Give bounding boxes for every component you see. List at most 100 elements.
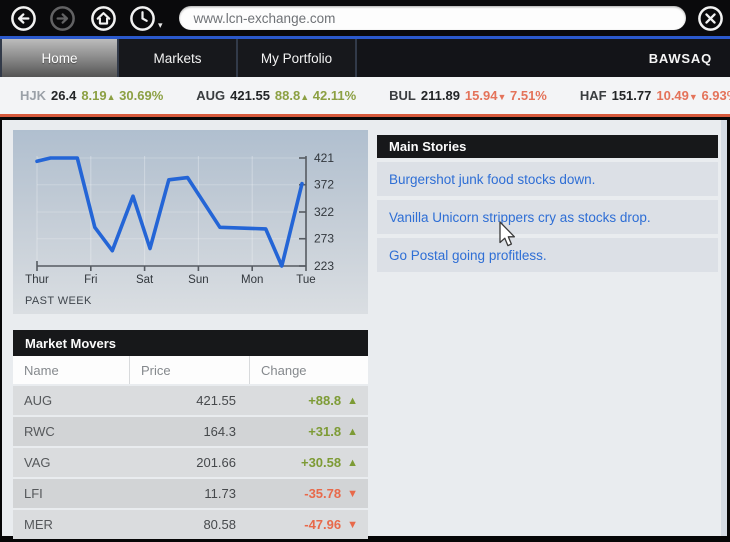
chart-caption: PAST WEEK [25,295,92,307]
past-week-chart-panel: Thur Fri Sat Sun Mon Tue 421 372 322 273 223 PAST … [13,130,368,314]
stock-change: -35.78 ▼ [304,486,358,501]
tab-my-portfolio[interactable]: My Portfolio [238,39,357,77]
stock-price: 164.3 [203,424,236,439]
tab-markets[interactable]: Markets [119,39,238,77]
market-movers-rows: AUG 421.55 +88.8 ▲ RWC 164.3 +31.8 ▲ VAG 201.66 +3… [13,386,368,539]
stock-change: -47.96 ▼ [304,517,358,532]
bawsaq-logo: BAWSAQ [648,50,712,66]
ticker-price: 421.55 [230,88,270,103]
story-link-2[interactable]: Vanilla Unicorn strippers cry as stocks … [389,209,651,225]
story-row: Vanilla Unicorn strippers cry as stocks … [377,200,718,234]
nav-spacer [357,39,649,77]
up-triangle-icon: ▲ [300,92,310,102]
ticker-price: 151.77 [611,88,652,103]
table-row-lfi[interactable]: LFI 11.73 -35.78 ▼ [13,479,368,508]
up-triangle-icon: ▲ [347,394,358,407]
column-header-change: Change [261,362,307,378]
back-button[interactable] [9,4,38,33]
down-triangle-icon: ▼ [347,487,358,500]
table-row-aug[interactable]: AUG 421.55 +88.8 ▲ [13,386,368,415]
stock-price: 11.73 [204,486,236,501]
back-icon [9,4,38,33]
down-triangle-icon: ▼ [688,92,698,102]
ticker-symbol: AUG [196,88,226,103]
x-tick-label: Fri [84,274,97,286]
down-triangle-icon: ▼ [347,518,358,531]
ticker-item-hjk[interactable]: HJK 26.4 8.19▲ 30.69% [20,88,163,103]
clock-icon [128,4,157,33]
column-header-price: Price [130,356,250,384]
story-row: Go Postal going profitless. [377,238,718,272]
stock-name: LFI [24,486,43,501]
ticker-item-bul[interactable]: BUL 211.89 15.94▼ 7.51% [389,88,547,103]
home-button[interactable] [89,4,118,33]
forward-icon [48,4,77,33]
stock-price: 201.66 [196,455,236,470]
nav-tabs: Home Markets My Portfolio [0,39,357,77]
table-row-vag[interactable]: VAG 201.66 +30.58 ▲ [13,448,368,477]
stock-ticker: HJK 26.4 8.19▲ 30.69% AUG 421.55 88.8▲ 42.11%… [0,77,730,117]
home-icon [89,4,118,33]
stock-name: VAG [24,455,51,470]
forward-button[interactable] [48,4,77,33]
mouse-cursor [499,221,516,252]
toolbar-accent-line [0,36,730,39]
main-stories-header: Main Stories [377,135,718,158]
stock-change: +31.8 ▲ [308,424,358,439]
ticker-change: 88.8▲ 42.11% [274,88,357,103]
x-tick-label: Thur [25,274,49,286]
ticker-change: 10.49▼ 6.93% [656,88,730,103]
ticker-change: 15.94▼ 7.51% [464,88,547,103]
scrollbar[interactable] [721,120,727,536]
y-tick-label: 223 [314,259,334,273]
x-tick-label: Tue [296,274,315,286]
ticker-price: 211.89 [420,88,460,103]
ticker-symbol: HAF [579,88,607,103]
down-triangle-icon: ▼ [497,92,507,102]
y-tick-label: 273 [314,232,334,246]
stock-change: +88.8 ▲ [308,393,358,408]
story-row: Burgershot junk food stocks down. [377,162,718,196]
x-tick-label: Mon [241,274,263,286]
x-tick-label: Sat [136,274,154,286]
stock-change: +30.58 ▲ [300,455,358,470]
ticker-symbol: HJK [20,88,47,103]
chart-series-line [35,156,304,268]
ticker-price: 26.4 [51,88,77,103]
up-triangle-icon: ▲ [106,92,116,102]
page-content: Thur Fri Sat Sun Mon Tue 421 372 322 273 223 PAST … [2,120,727,539]
history-dropdown-caret-icon[interactable]: ▾ [158,19,163,30]
ticker-item-aug[interactable]: AUG 421.55 88.8▲ 42.11% [196,88,356,103]
browser-toolbar: ▾ www.lcn-exchange.com [0,0,730,36]
stock-price: 421.55 [196,393,236,408]
column-header-name: Name [13,356,130,384]
ticker-symbol: BUL [389,88,416,103]
ticker-item-haf[interactable]: HAF 151.77 10.49▼ 6.93% [580,88,730,103]
up-triangle-icon: ▲ [347,456,358,469]
url-bar[interactable]: www.lcn-exchange.com [178,6,686,30]
story-link-1[interactable]: Burgershot junk food stocks down. [389,171,596,187]
past-week-line-chart: Thur Fri Sat Sun Mon Tue 421 372 322 273 223 [25,151,334,286]
y-tick-label: 421 [314,151,334,165]
table-row-mer[interactable]: MER 80.58 -47.96 ▼ [13,510,368,539]
table-row-rwc[interactable]: RWC 164.3 +31.8 ▲ [13,417,368,446]
stock-name: RWC [24,424,55,439]
past-week-chart: Thur Fri Sat Sun Mon Tue 421 372 322 273 223 [13,130,368,319]
stock-name: AUG [24,393,53,408]
stock-name: MER [24,517,53,532]
market-movers-column-header: Name Price Change [13,356,368,384]
close-button[interactable] [696,4,725,33]
story-link-3[interactable]: Go Postal going profitless. [389,247,547,263]
url-text: www.lcn-exchange.com [193,10,336,26]
ticker-change: 8.19▲ 30.69% [81,88,164,103]
history-button[interactable] [128,4,157,33]
market-movers-section: Market Movers Name Price Change AUG 421.55 +… [13,330,368,539]
site-navbar: Home Markets My Portfolio BAWSAQ [0,39,730,77]
close-icon [696,4,725,33]
main-stories-section: Main Stories Burgershot junk food stocks… [377,135,718,272]
stock-price: 80.58 [203,517,236,532]
story-list: Burgershot junk food stocks down. Vanilla… [377,162,718,272]
x-tick-label: Sun [188,274,208,286]
tab-home[interactable]: Home [0,39,119,77]
